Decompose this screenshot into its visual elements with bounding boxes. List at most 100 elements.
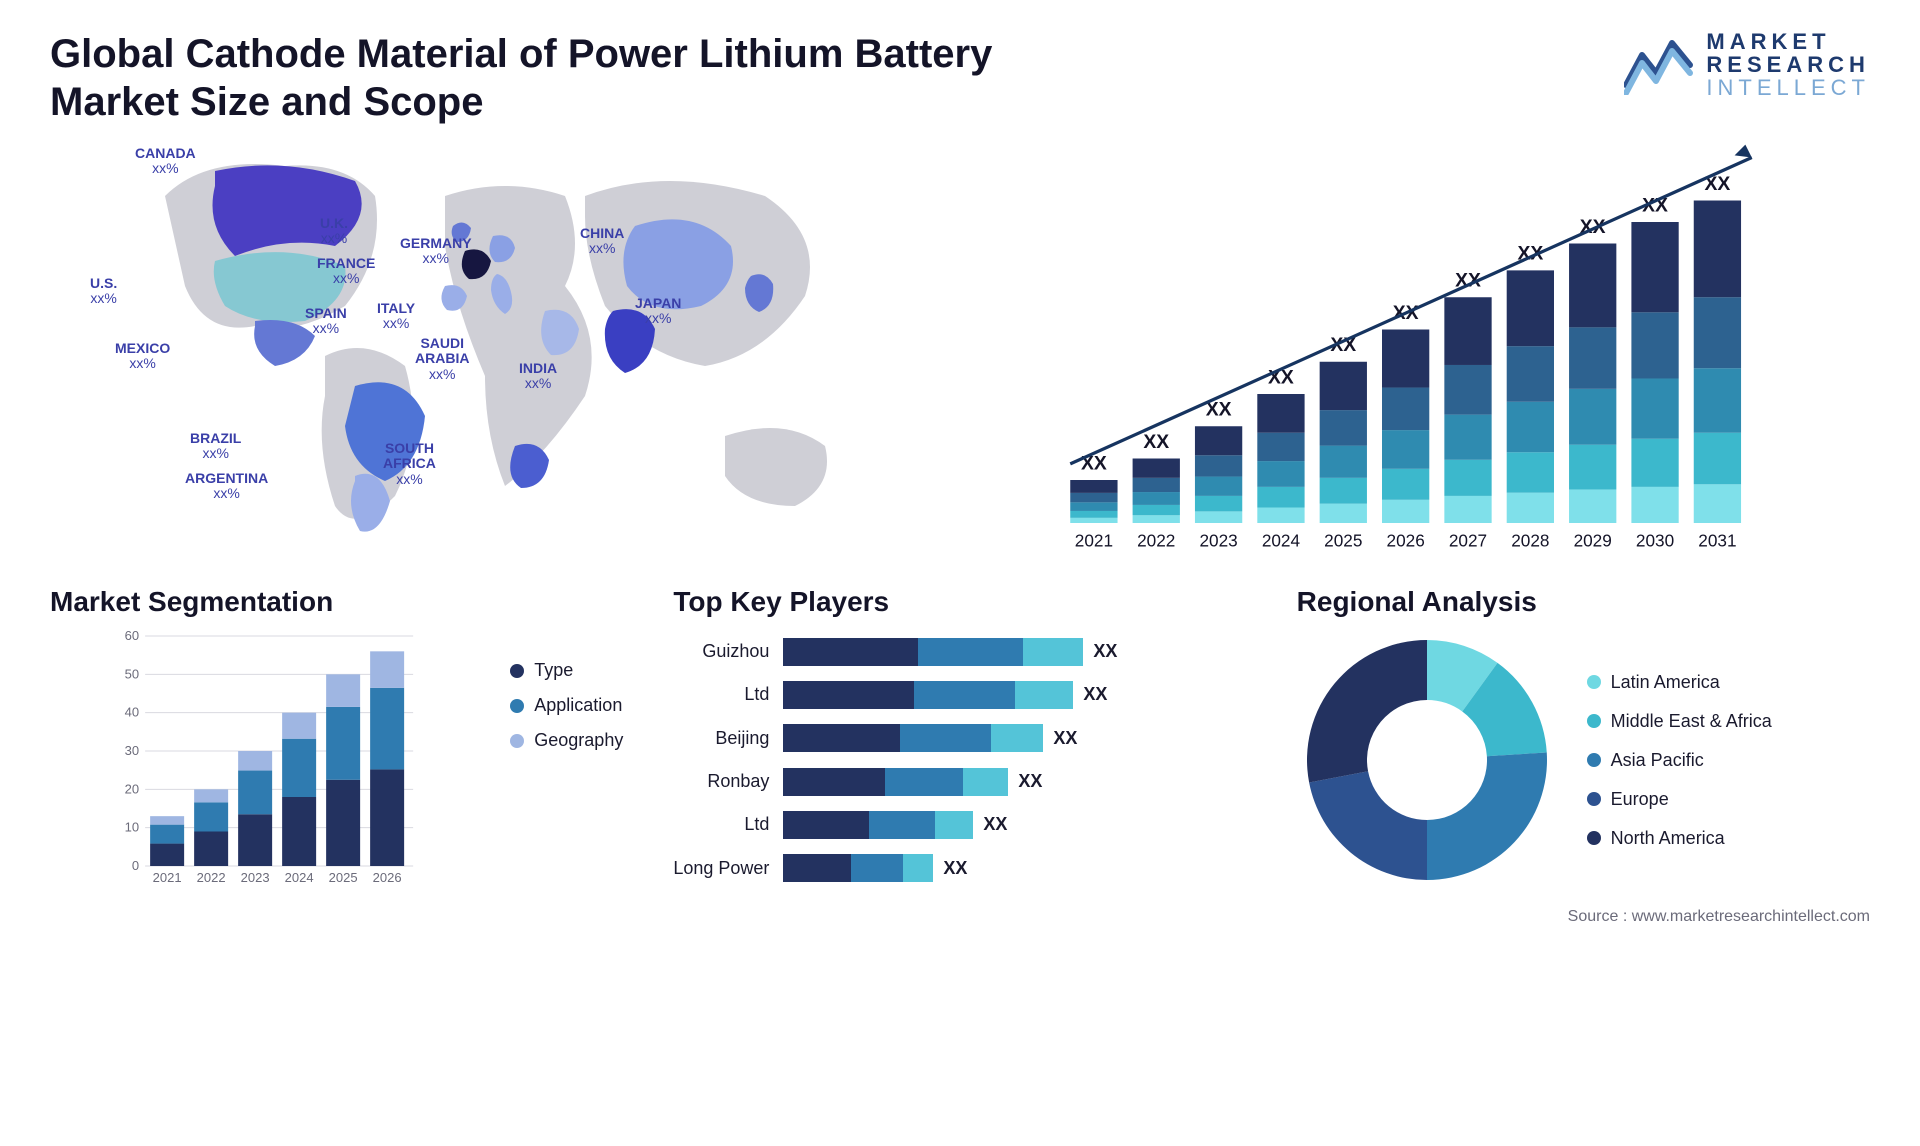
player-segment: [963, 768, 1008, 796]
legend-item: Middle East & Africa: [1587, 711, 1772, 732]
player-value: XX: [1018, 771, 1042, 792]
players-labels: GuizhouLtdBeijingRonbayLtdLong Power: [673, 630, 783, 890]
legend-label: Application: [534, 695, 622, 716]
svg-text:2030: 2030: [1636, 531, 1674, 551]
legend-item: Type: [510, 660, 623, 681]
map-label-southafrica: SOUTHAFRICAxx%: [383, 441, 436, 487]
legend-dot: [1587, 714, 1601, 728]
player-segment: [935, 811, 973, 839]
player-label: Beijing: [673, 728, 769, 749]
legend-item: Europe: [1587, 789, 1772, 810]
svg-text:2028: 2028: [1511, 531, 1549, 551]
legend-item: North America: [1587, 828, 1772, 849]
regional-panel: Regional Analysis Latin America Middle Ea…: [1297, 586, 1870, 890]
legend-dot: [1587, 792, 1601, 806]
svg-text:2025: 2025: [1324, 531, 1362, 551]
player-segment: [1015, 681, 1073, 709]
map-label-saudiarabia: SAUDIARABIAxx%: [415, 336, 469, 382]
player-row: XX: [783, 767, 1246, 797]
map-label-uk: U.K.xx%: [320, 216, 348, 247]
player-segment: [900, 724, 991, 752]
svg-text:2022: 2022: [1137, 531, 1175, 551]
map-label-argentina: ARGENTINAxx%: [185, 471, 268, 502]
svg-text:2022: 2022: [197, 870, 226, 885]
legend-dot: [1587, 675, 1601, 689]
svg-text:10: 10: [125, 820, 139, 835]
player-segment: [851, 854, 904, 882]
player-value: XX: [943, 858, 967, 879]
players-bars: XX XX XX XX XX XX: [783, 630, 1246, 890]
svg-text:30: 30: [125, 743, 139, 758]
regional-legend: Latin America Middle East & Africa Asia Pa…: [1587, 672, 1772, 849]
page-title: Global Cathode Material of Power Lithium…: [50, 30, 1050, 126]
player-segment: [918, 638, 1023, 666]
segmentation-panel: Market Segmentation 01020304050602021202…: [50, 586, 623, 890]
map-label-japan: JAPANxx%: [635, 296, 681, 327]
legend-label: Latin America: [1611, 672, 1720, 693]
legend-label: Geography: [534, 730, 623, 751]
map-label-brazil: BRAZILxx%: [190, 431, 241, 462]
map-label-us: U.S.xx%: [90, 276, 117, 307]
player-segment: [783, 854, 851, 882]
legend-label: Asia Pacific: [1611, 750, 1704, 771]
player-value: XX: [1093, 641, 1117, 662]
map-label-china: CHINAxx%: [580, 226, 624, 257]
player-segment: [869, 811, 936, 839]
player-value: XX: [1083, 684, 1107, 705]
player-segment: [903, 854, 933, 882]
logo-icon: [1624, 35, 1694, 95]
svg-text:2027: 2027: [1449, 531, 1487, 551]
player-segment: [783, 811, 869, 839]
segmentation-legend: Type Application Geography: [510, 630, 623, 890]
player-value: XX: [983, 814, 1007, 835]
svg-text:60: 60: [125, 630, 139, 643]
svg-text:2025: 2025: [329, 870, 358, 885]
player-segment: [783, 681, 914, 709]
map-label-india: INDIAxx%: [519, 361, 557, 392]
svg-text:2023: 2023: [1199, 531, 1237, 551]
player-row: XX: [783, 810, 1246, 840]
svg-text:2031: 2031: [1698, 531, 1736, 551]
legend-dot: [510, 734, 524, 748]
player-segment: [783, 724, 900, 752]
svg-text:XX: XX: [1143, 431, 1169, 453]
player-label: Ronbay: [673, 771, 769, 792]
svg-text:50: 50: [125, 666, 139, 681]
player-row: XX: [783, 680, 1246, 710]
svg-text:40: 40: [125, 705, 139, 720]
map-label-mexico: MEXICOxx%: [115, 341, 170, 372]
player-segment: [914, 681, 1016, 709]
player-segment: [885, 768, 964, 796]
svg-text:2024: 2024: [1262, 531, 1301, 551]
logo-line-2: RESEARCH: [1706, 53, 1870, 76]
player-row: XX: [783, 723, 1246, 753]
player-row: XX: [783, 853, 1246, 883]
map-label-canada: CANADAxx%: [135, 146, 196, 177]
svg-text:2024: 2024: [285, 870, 314, 885]
player-row: XX: [783, 637, 1246, 667]
legend-item: Asia Pacific: [1587, 750, 1772, 771]
legend-dot: [510, 699, 524, 713]
map-label-france: FRANCExx%: [317, 256, 375, 287]
map-label-germany: GERMANYxx%: [400, 236, 472, 267]
svg-text:2026: 2026: [1387, 531, 1425, 551]
regional-donut: [1297, 630, 1557, 890]
regional-title: Regional Analysis: [1297, 586, 1870, 618]
player-label: Ltd: [673, 684, 769, 705]
player-segment: [783, 638, 918, 666]
logo-line-3: INTELLECT: [1706, 76, 1870, 99]
legend-label: Middle East & Africa: [1611, 711, 1772, 732]
svg-text:2026: 2026: [373, 870, 402, 885]
svg-text:2021: 2021: [153, 870, 182, 885]
brand-logo: MARKET RESEARCH INTELLECT: [1624, 30, 1870, 99]
player-segment: [783, 768, 884, 796]
map-label-spain: SPAINxx%: [305, 306, 347, 337]
svg-text:0: 0: [132, 858, 139, 873]
legend-item: Application: [510, 695, 623, 716]
svg-text:2021: 2021: [1075, 531, 1113, 551]
logo-line-1: MARKET: [1706, 30, 1870, 53]
legend-label: Europe: [1611, 789, 1669, 810]
svg-text:2023: 2023: [241, 870, 270, 885]
legend-dot: [1587, 753, 1601, 767]
player-segment: [991, 724, 1043, 752]
